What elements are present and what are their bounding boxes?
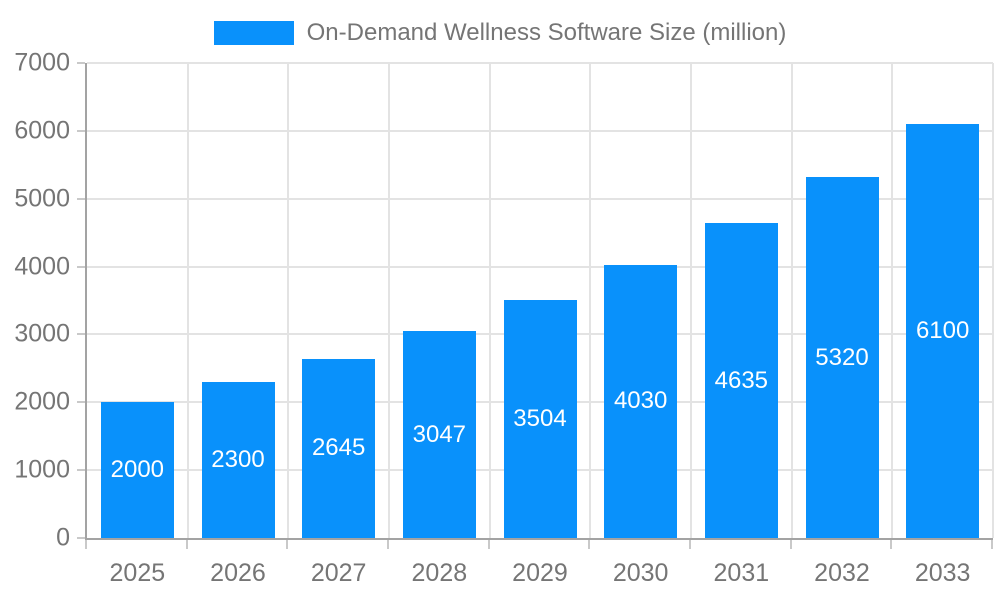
y-axis-tick-label: 3000 bbox=[14, 319, 70, 348]
bar-value-label: 6100 bbox=[915, 317, 970, 345]
bar-value-label: 4635 bbox=[714, 366, 769, 394]
x-axis-tick-label: 2028 bbox=[411, 559, 468, 587]
x-axis-tick-label: 2027 bbox=[310, 559, 367, 587]
y-axis-tick bbox=[77, 401, 85, 404]
x-axis-tick bbox=[185, 540, 188, 549]
x-axis-tick bbox=[85, 540, 87, 549]
x-axis-tick bbox=[991, 540, 993, 549]
bar-value-label: 4030 bbox=[613, 387, 668, 415]
x-axis-tick-label: 2030 bbox=[612, 559, 669, 587]
y-axis-tick-label: 4000 bbox=[14, 252, 70, 281]
y-axis-tick bbox=[77, 265, 85, 268]
legend-swatch bbox=[213, 21, 294, 45]
bar-2031[interactable]: 4635 bbox=[704, 223, 778, 538]
y-axis-tick bbox=[77, 537, 85, 539]
y-axis-tick-label: 2000 bbox=[14, 387, 70, 416]
x-axis-tick bbox=[588, 540, 591, 549]
bar-2029[interactable]: 3504 bbox=[503, 300, 577, 538]
legend-label: On-Demand Wellness Software Size (millio… bbox=[306, 19, 787, 46]
y-axis-tick bbox=[77, 333, 85, 336]
gridline-vertical bbox=[186, 63, 189, 538]
gridline-vertical bbox=[690, 63, 692, 538]
y-axis-tick bbox=[77, 469, 85, 472]
x-axis-tick bbox=[890, 540, 893, 549]
bar-2027[interactable]: 2645 bbox=[302, 358, 376, 538]
bar-value-label: 5320 bbox=[815, 343, 869, 371]
y-axis-tick bbox=[77, 129, 85, 132]
y-axis-tick bbox=[77, 62, 85, 64]
bar-value-label: 3047 bbox=[412, 420, 467, 448]
y-axis-tick-label: 5000 bbox=[14, 184, 70, 213]
gridline-vertical bbox=[488, 63, 491, 538]
x-axis-tick bbox=[286, 540, 289, 549]
bar-2025[interactable]: 2000 bbox=[100, 402, 174, 538]
bar-2028[interactable]: 3047 bbox=[402, 331, 476, 538]
bar-value-label: 2300 bbox=[211, 445, 265, 473]
bar-value-label: 3504 bbox=[513, 405, 567, 433]
gridline-vertical bbox=[388, 63, 390, 538]
y-axis-tick-label: 7000 bbox=[14, 48, 70, 77]
x-axis-tick bbox=[387, 540, 389, 549]
gridline-vertical bbox=[992, 63, 994, 538]
gridline-vertical bbox=[589, 63, 592, 538]
bar-value-label: 2000 bbox=[110, 456, 165, 484]
y-axis-tick-label: 6000 bbox=[14, 116, 70, 145]
y-axis-tick bbox=[77, 197, 85, 200]
gridline-horizontal bbox=[87, 62, 993, 64]
bar-value-label: 2645 bbox=[311, 434, 366, 462]
x-axis-tick-label: 2029 bbox=[512, 559, 568, 587]
y-axis-tick-label: 0 bbox=[56, 523, 70, 552]
x-axis-tick bbox=[789, 540, 792, 549]
bar-2033[interactable]: 6100 bbox=[906, 124, 980, 538]
y-axis-tick-label: 1000 bbox=[14, 455, 70, 484]
x-axis-tick-label: 2031 bbox=[713, 559, 770, 587]
x-axis-tick-label: 2025 bbox=[109, 559, 166, 587]
x-axis-tick-label: 2032 bbox=[814, 559, 870, 587]
x-axis-tick-label: 2033 bbox=[914, 559, 971, 587]
x-axis-tick bbox=[487, 540, 490, 549]
gridline-vertical bbox=[891, 63, 894, 538]
bar-2030[interactable]: 4030 bbox=[604, 264, 678, 538]
plot-area: 2000 2300 2645 3047 3504 4030 4635 5320 6100 bbox=[85, 62, 994, 540]
chart-legend[interactable]: On-Demand Wellness Software Size (millio… bbox=[0, 19, 1000, 47]
gridline-vertical bbox=[287, 63, 290, 538]
bar-2032[interactable]: 5320 bbox=[805, 177, 879, 538]
gridline-horizontal bbox=[87, 129, 993, 132]
x-axis-tick-label: 2026 bbox=[210, 559, 266, 587]
gridline-horizontal bbox=[87, 265, 993, 268]
x-axis-tick bbox=[689, 540, 691, 549]
gridline-horizontal bbox=[87, 197, 993, 200]
bar-2026[interactable]: 2300 bbox=[201, 381, 275, 538]
gridline-vertical bbox=[790, 63, 793, 538]
